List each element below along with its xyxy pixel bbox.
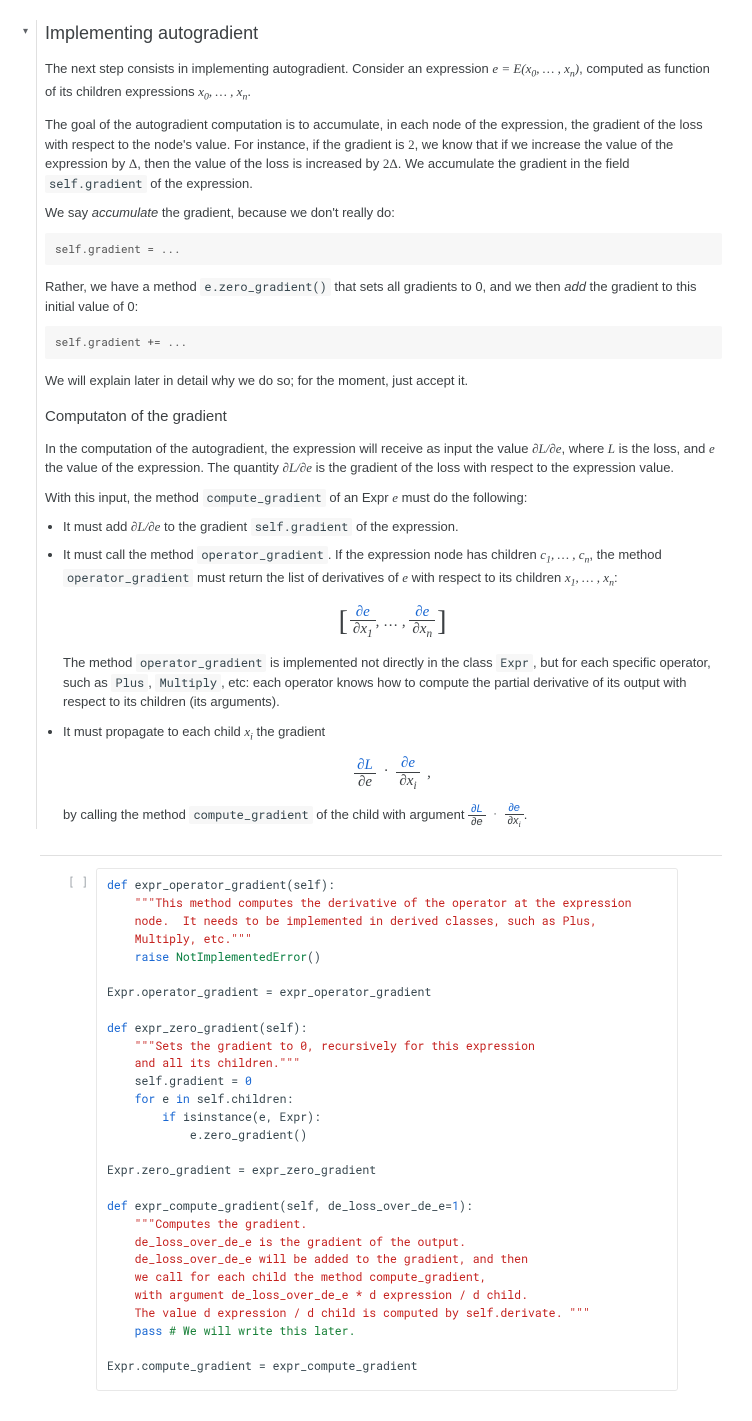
inline-code: compute_gradient: [203, 489, 326, 507]
inline-code: e.zero_gradient(): [200, 278, 330, 296]
paragraph: We say accumulate the gradient, because …: [45, 203, 722, 223]
inline-code: Plus: [111, 674, 148, 692]
section-title: Implementing autogradient: [45, 20, 722, 47]
code-cell[interactable]: [ ] def expr_operator_gradient(self): ""…: [40, 868, 722, 1391]
inline-code: operator_gradient: [136, 654, 266, 672]
equation: ∂e∂x1 , … , ∂e∂xn: [63, 601, 722, 643]
paragraph: Rather, we have a method e.zero_gradient…: [45, 277, 722, 316]
inline-code: self.gradient: [45, 175, 147, 193]
code-cell-area: [ ] def expr_operator_gradient(self): ""…: [40, 855, 722, 1391]
inline-code: Multiply: [155, 674, 221, 692]
list-item: It must propagate to each child xi the g…: [63, 722, 722, 829]
paragraph: We will explain later in detail why we d…: [45, 371, 722, 391]
code-block: self.gradient += ...: [45, 326, 722, 359]
paragraph: In the computation of the autogradient, …: [45, 439, 722, 478]
code-block: self.gradient = ...: [45, 233, 722, 266]
paragraph: The goal of the autogradient computation…: [45, 115, 722, 193]
inline-code: self.gradient: [251, 518, 353, 536]
inline-code: Expr: [496, 654, 533, 672]
collapse-caret-icon[interactable]: ▾: [23, 24, 28, 39]
subsection-title: Computaton of the gradient: [45, 406, 722, 429]
list-item: It must call the method operator_gradien…: [63, 545, 722, 712]
inline-code: compute_gradient: [189, 806, 312, 824]
inline-code: operator_gradient: [63, 569, 193, 587]
equation: ∂L∂e · ∂e∂xi ,: [63, 755, 722, 792]
list-item: It must add ∂L/∂e to the gradient self.g…: [63, 517, 722, 537]
paragraph: The next step consists in implementing a…: [45, 59, 722, 105]
code-editor[interactable]: def expr_operator_gradient(self): """Thi…: [96, 868, 678, 1391]
cell-prompt[interactable]: [ ]: [40, 868, 96, 1391]
paragraph: With this input, the method compute_grad…: [45, 488, 722, 508]
inline-code: operator_gradient: [197, 546, 327, 564]
bullet-list: It must add ∂L/∂e to the gradient self.g…: [63, 517, 722, 829]
